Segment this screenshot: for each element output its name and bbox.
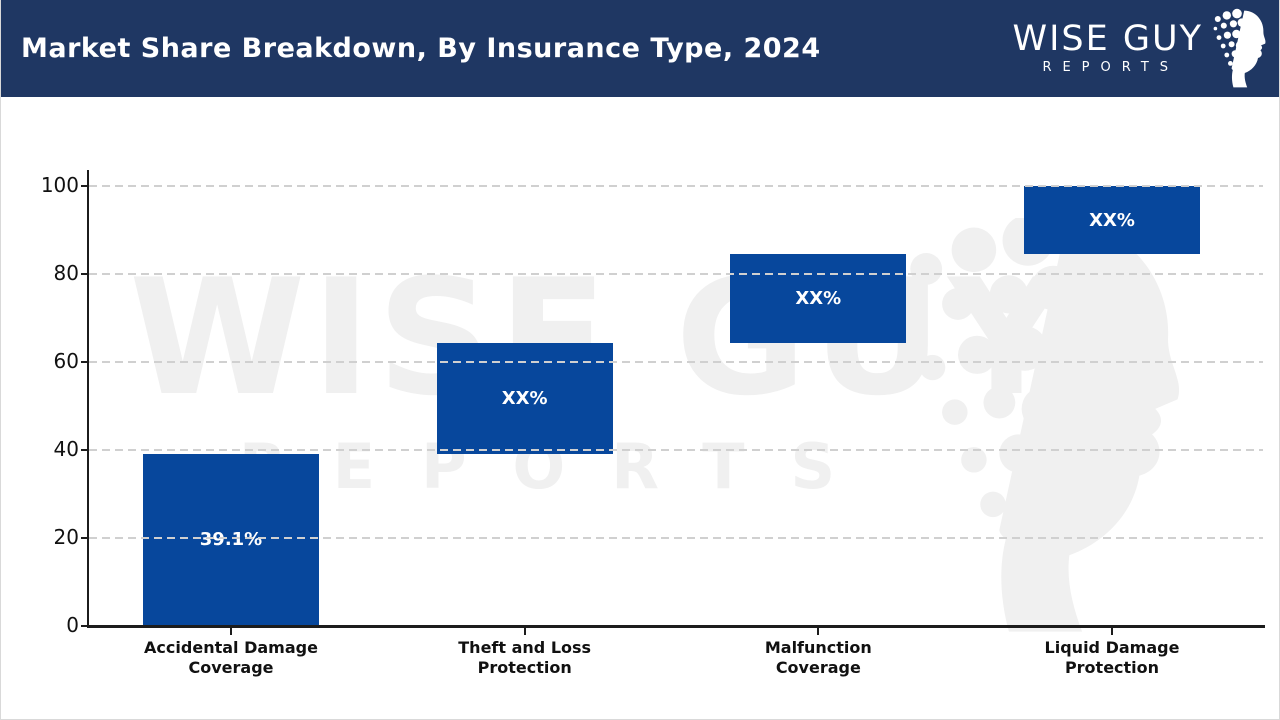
header: Market Share Breakdown, By Insurance Typ… xyxy=(1,0,1279,97)
grid-line xyxy=(89,449,1263,451)
y-tick-label: 40 xyxy=(53,437,79,461)
y-tick-mark xyxy=(81,273,88,275)
x-category-label: Theft and Loss Protection xyxy=(458,638,592,677)
bar-value-label: 39.1% xyxy=(199,529,263,551)
y-tick-mark xyxy=(81,361,88,363)
x-axis-line xyxy=(87,625,1265,628)
bar-segment: XX% xyxy=(1024,186,1200,255)
bar-value-label: XX% xyxy=(501,388,548,410)
bar-segment: XX% xyxy=(436,343,613,454)
y-tick-label: 100 xyxy=(40,173,79,197)
x-tick-mark xyxy=(523,628,526,635)
logo-head-icon xyxy=(1213,8,1266,87)
grid-line xyxy=(89,537,1263,539)
y-tick-mark xyxy=(81,185,88,187)
x-category-label: Malfunction Coverage xyxy=(764,638,872,677)
wiseguy-logo: WISE GUY REPORTS xyxy=(1012,7,1267,91)
bar-value-label: XX% xyxy=(795,288,842,310)
y-tick-label: 80 xyxy=(53,261,79,285)
grid-line xyxy=(89,185,1263,187)
grid-line xyxy=(89,361,1263,363)
y-axis-line xyxy=(87,170,89,628)
y-tick-mark xyxy=(81,449,88,451)
x-tick-mark xyxy=(817,628,820,635)
bar-segment: XX% xyxy=(730,254,907,344)
logo-text: WISE GUY REPORTS xyxy=(1012,19,1203,76)
y-tick-mark xyxy=(81,537,88,539)
page-title: Market Share Breakdown, By Insurance Typ… xyxy=(21,33,821,64)
y-tick-label: 0 xyxy=(66,613,79,637)
x-category-label: Liquid Damage Protection xyxy=(1044,638,1180,677)
bar-value-label: XX% xyxy=(1089,209,1135,231)
x-category-label: Accidental Damage Coverage xyxy=(144,638,318,677)
x-tick-mark xyxy=(1111,628,1113,635)
x-tick-mark xyxy=(230,628,232,635)
grid-line xyxy=(89,273,1263,275)
y-tick-mark xyxy=(81,625,88,627)
logo-subtitle: REPORTS xyxy=(1042,60,1180,75)
y-tick-label: 60 xyxy=(53,349,79,373)
bar-segment: 39.1% xyxy=(143,453,319,626)
y-tick-label: 20 xyxy=(53,525,79,549)
logo-wordmark: WISE GUY xyxy=(1012,19,1203,59)
